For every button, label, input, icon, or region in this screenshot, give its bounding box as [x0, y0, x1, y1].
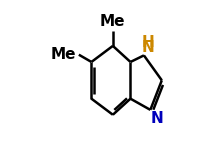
Text: Me: Me — [51, 47, 77, 62]
Text: Me: Me — [100, 14, 126, 29]
Text: N: N — [141, 40, 154, 55]
Text: H: H — [141, 35, 154, 50]
Text: N: N — [151, 111, 164, 126]
